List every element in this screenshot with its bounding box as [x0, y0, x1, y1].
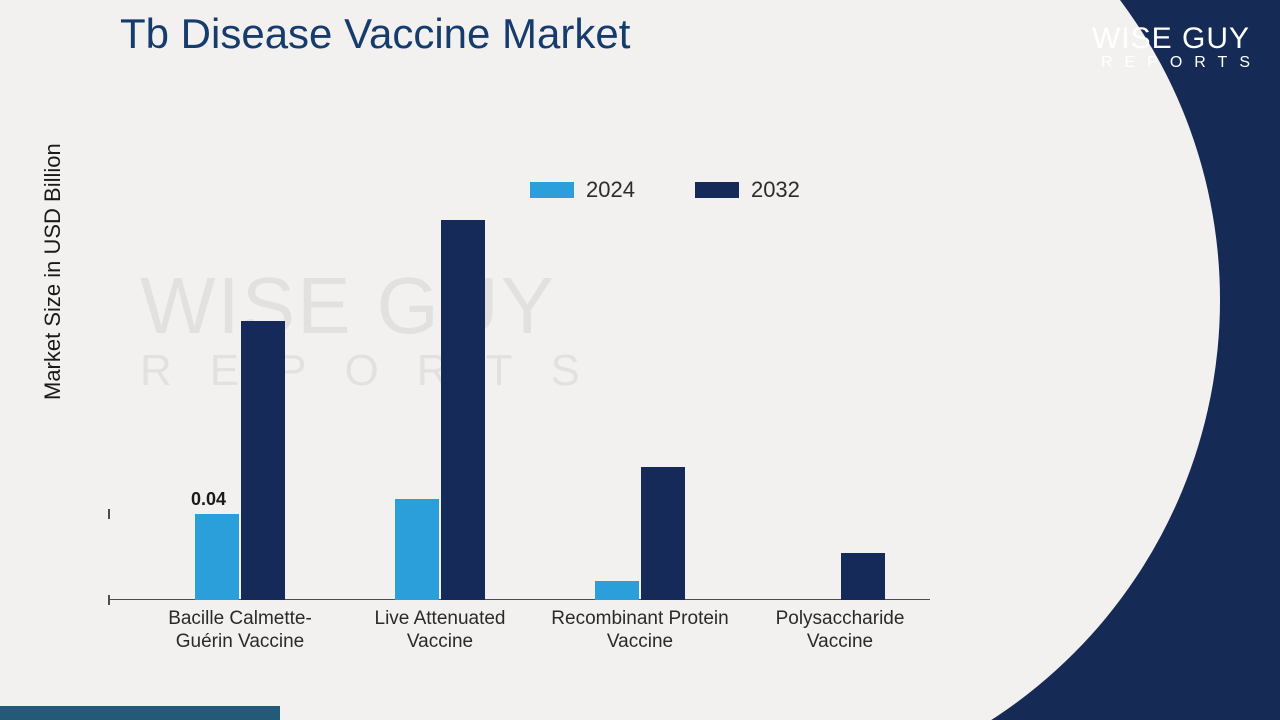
category-label: Recombinant Protein Vaccine [550, 608, 730, 654]
legend-swatch-2032 [695, 182, 739, 198]
bar-group [795, 553, 885, 600]
bar [395, 499, 439, 600]
legend-item-2024: 2024 [530, 177, 635, 203]
legend-label-2024: 2024 [586, 177, 635, 203]
legend-item-2032: 2032 [695, 177, 800, 203]
bar-group [595, 467, 685, 600]
chart-legend: 2024 2032 [530, 177, 800, 203]
category-label: Live Attenuated Vaccine [350, 608, 530, 654]
chart-plot-area: 0.04 [110, 220, 930, 600]
brand-line1: WISE GUY [1092, 22, 1250, 56]
brand-logo: WISE GUY REPORTS [1092, 22, 1250, 72]
bar-group [195, 321, 285, 600]
bar [841, 553, 885, 600]
bar-group [395, 220, 485, 600]
bar [241, 321, 285, 600]
bar [195, 514, 239, 600]
y-tick [108, 509, 110, 519]
bar [641, 467, 685, 600]
legend-swatch-2024 [530, 182, 574, 198]
page-root: WISE GUY REPORTS Tb Disease Vaccine Mark… [0, 0, 1280, 720]
y-axis-label: Market Size in USD Billion [40, 143, 66, 400]
brand-line2: REPORTS [1092, 54, 1262, 72]
category-label: Polysaccharide Vaccine [750, 608, 930, 654]
bar [595, 581, 639, 600]
bottom-accent-bar [0, 706, 280, 720]
chart-title: Tb Disease Vaccine Market [120, 10, 630, 58]
category-label: Bacille Calmette-Guérin Vaccine [140, 608, 340, 654]
legend-label-2032: 2032 [751, 177, 800, 203]
y-tick [108, 595, 110, 605]
bar [441, 220, 485, 600]
